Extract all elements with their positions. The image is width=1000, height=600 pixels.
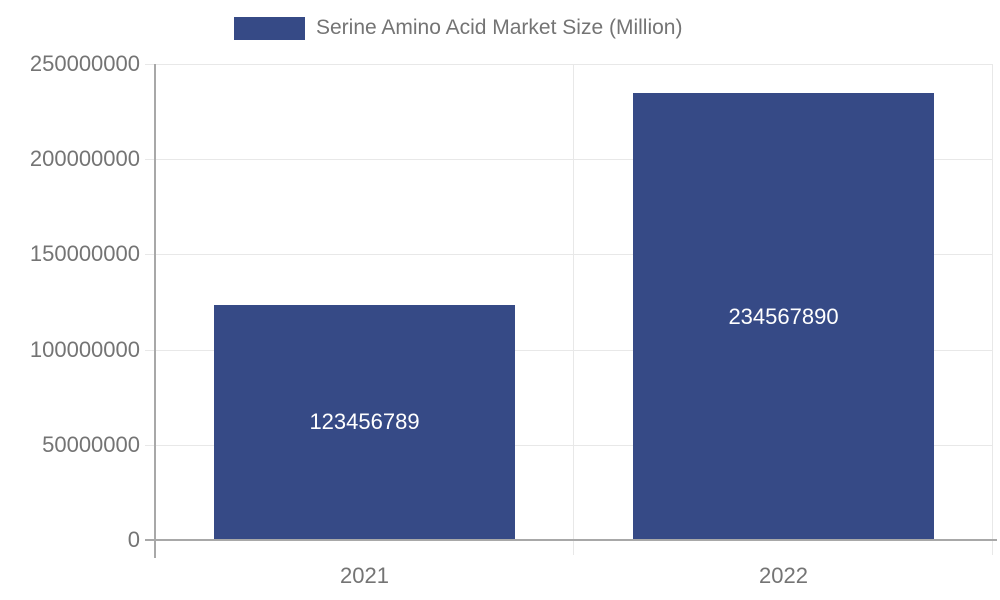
legend-label: Serine Amino Acid Market Size (Million) (316, 16, 683, 39)
bar-value-label: 234567890 (728, 303, 839, 329)
gridline (573, 64, 574, 555)
y-tick-label: 250000000 (29, 51, 140, 76)
gridline (992, 64, 993, 555)
y-tick-label: 0 (127, 527, 140, 552)
x-tick-label: 2021 (340, 563, 389, 588)
y-axis-line (154, 64, 156, 558)
y-tick-label: 200000000 (29, 146, 140, 172)
bar[interactable] (632, 93, 935, 540)
x-axis-line (145, 539, 997, 541)
gridline (145, 349, 993, 351)
bar[interactable] (213, 304, 516, 540)
y-tick-label: 150000000 (29, 241, 140, 267)
legend-item[interactable]: Serine Amino Acid Market Size (Million) (234, 16, 682, 40)
y-tick-label: 50000000 (42, 431, 140, 457)
gridline (145, 254, 993, 256)
gridline (145, 159, 993, 161)
bar-value-label: 123456789 (309, 409, 420, 435)
y-tick-label: 100000000 (29, 336, 140, 362)
x-tick-label: 2022 (759, 563, 808, 588)
gridline (145, 444, 993, 446)
gridline (145, 64, 993, 65)
legend-swatch-icon (234, 16, 305, 40)
